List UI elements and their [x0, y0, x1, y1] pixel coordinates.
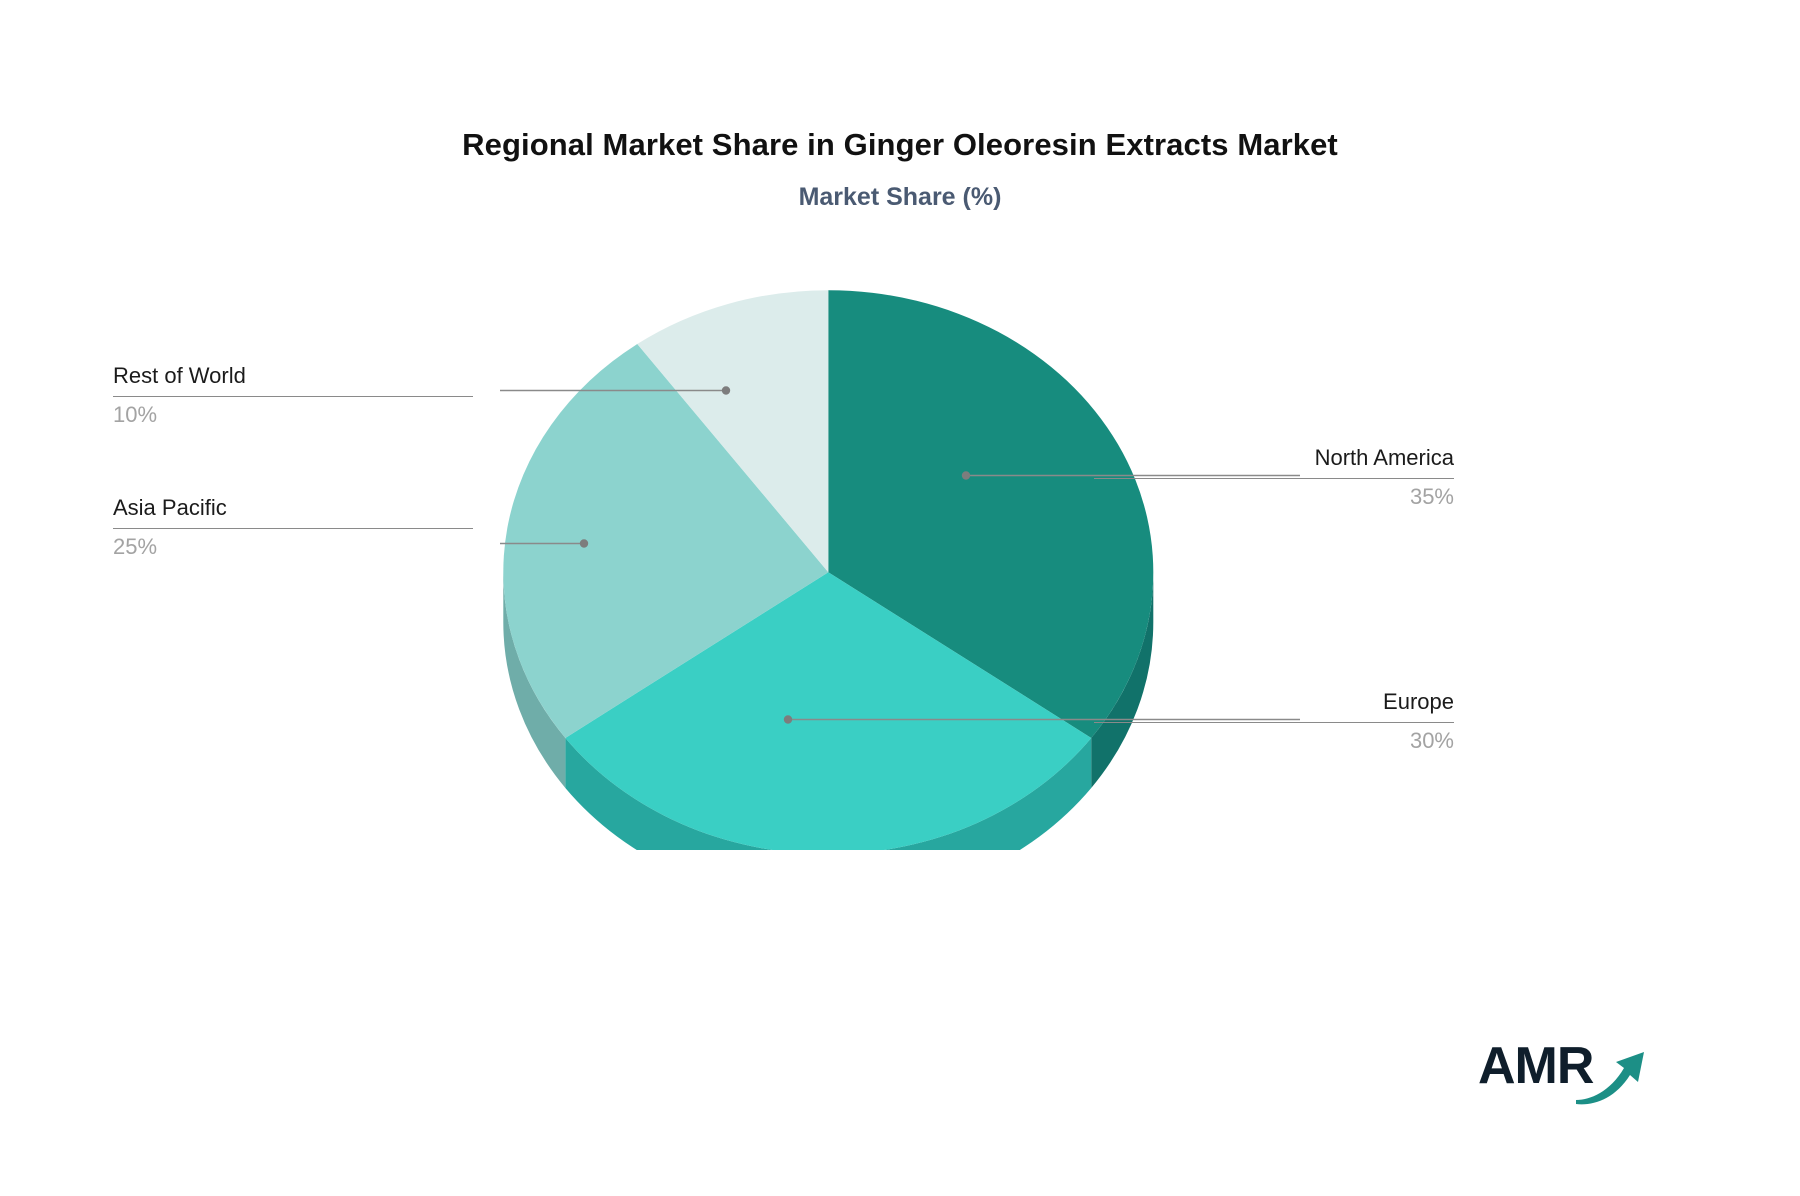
callout-label: Asia Pacific — [113, 495, 227, 520]
callout-europe[interactable]: Europe 30% — [1094, 688, 1454, 754]
pie-slice-rest-of-world[interactable] — [637, 290, 829, 573]
callout-value: 25% — [113, 533, 158, 559]
pie-svg — [500, 290, 1300, 850]
callout-label: North America — [1314, 445, 1454, 470]
callout-rule — [113, 527, 473, 529]
callout-north-america[interactable]: North America 35% — [1094, 444, 1454, 510]
leader-rest-of-world — [500, 386, 731, 395]
callout-rest-of-world[interactable]: Rest of World 10% — [113, 362, 473, 428]
leader-asia-pacific — [500, 539, 589, 548]
pie-chart — [500, 290, 1300, 850]
leader-europe — [783, 715, 1300, 724]
callout-label: Rest of World — [113, 363, 246, 388]
chart-subtitle: Market Share (%) — [798, 183, 1002, 212]
callout-label: Europe — [1383, 689, 1454, 714]
callout-rule — [113, 395, 473, 397]
pie-slice-europe[interactable] — [565, 572, 1092, 850]
pie-side-north-america — [1091, 572, 1154, 788]
title-block: Regional Market Share in Ginger Oleoresi… — [0, 126, 1800, 212]
pie-top-faces — [503, 290, 1154, 850]
pie-side-faces — [503, 572, 1154, 850]
callout-value: 10% — [113, 401, 158, 427]
callout-value: 35% — [1409, 483, 1454, 509]
callout-rule — [1094, 721, 1454, 723]
pie-side-asia-pacific — [503, 572, 566, 788]
callout-asia-pacific[interactable]: Asia Pacific 25% — [113, 494, 473, 560]
callout-rule — [1094, 477, 1454, 479]
leader-north-america — [961, 471, 1300, 480]
growth-arrow-icon — [1576, 1052, 1644, 1105]
pie-slice-north-america[interactable] — [828, 290, 1154, 738]
pie-slice-asia-pacific[interactable] — [503, 344, 829, 738]
callout-value: 30% — [1409, 727, 1454, 753]
chart-title: Regional Market Share in Ginger Oleoresi… — [462, 127, 1338, 162]
amr-logo: AMR — [1478, 1040, 1648, 1115]
amr-logo-text: AMR — [1478, 1037, 1594, 1095]
